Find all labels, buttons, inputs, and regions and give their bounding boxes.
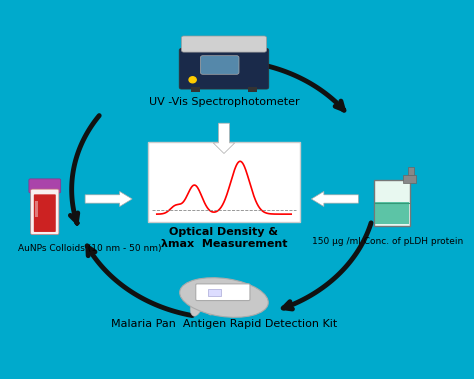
Bar: [248, 87, 257, 92]
Ellipse shape: [190, 290, 204, 316]
Text: Optical Density &
λmax  Measurement: Optical Density & λmax Measurement: [161, 227, 287, 249]
Bar: [208, 289, 221, 296]
Bar: [35, 201, 38, 217]
FancyBboxPatch shape: [179, 49, 269, 89]
Bar: [375, 202, 409, 224]
Ellipse shape: [207, 289, 220, 315]
Bar: [408, 167, 414, 175]
Ellipse shape: [180, 278, 268, 317]
FancyBboxPatch shape: [29, 179, 61, 193]
Ellipse shape: [223, 288, 237, 314]
Text: 150 μg /ml Conc. of pLDH protein: 150 μg /ml Conc. of pLDH protein: [312, 237, 463, 246]
Circle shape: [189, 77, 196, 83]
FancyArrow shape: [311, 191, 358, 207]
Text: Malaria Pan  Antigen Rapid Detection Kit: Malaria Pan Antigen Rapid Detection Kit: [111, 319, 337, 329]
FancyBboxPatch shape: [201, 56, 239, 74]
FancyArrow shape: [85, 191, 132, 207]
FancyBboxPatch shape: [196, 284, 250, 301]
Ellipse shape: [239, 287, 253, 313]
FancyBboxPatch shape: [148, 142, 300, 222]
Bar: [191, 87, 200, 92]
FancyBboxPatch shape: [182, 36, 266, 52]
FancyArrow shape: [213, 123, 235, 153]
FancyBboxPatch shape: [34, 194, 56, 232]
Bar: [403, 175, 416, 183]
FancyBboxPatch shape: [31, 189, 59, 235]
Text: UV -Vis Spectrophotometer: UV -Vis Spectrophotometer: [149, 97, 299, 106]
FancyBboxPatch shape: [374, 180, 410, 226]
Text: AuNPs Colloids (10 nm - 50 nm): AuNPs Colloids (10 nm - 50 nm): [18, 244, 162, 254]
